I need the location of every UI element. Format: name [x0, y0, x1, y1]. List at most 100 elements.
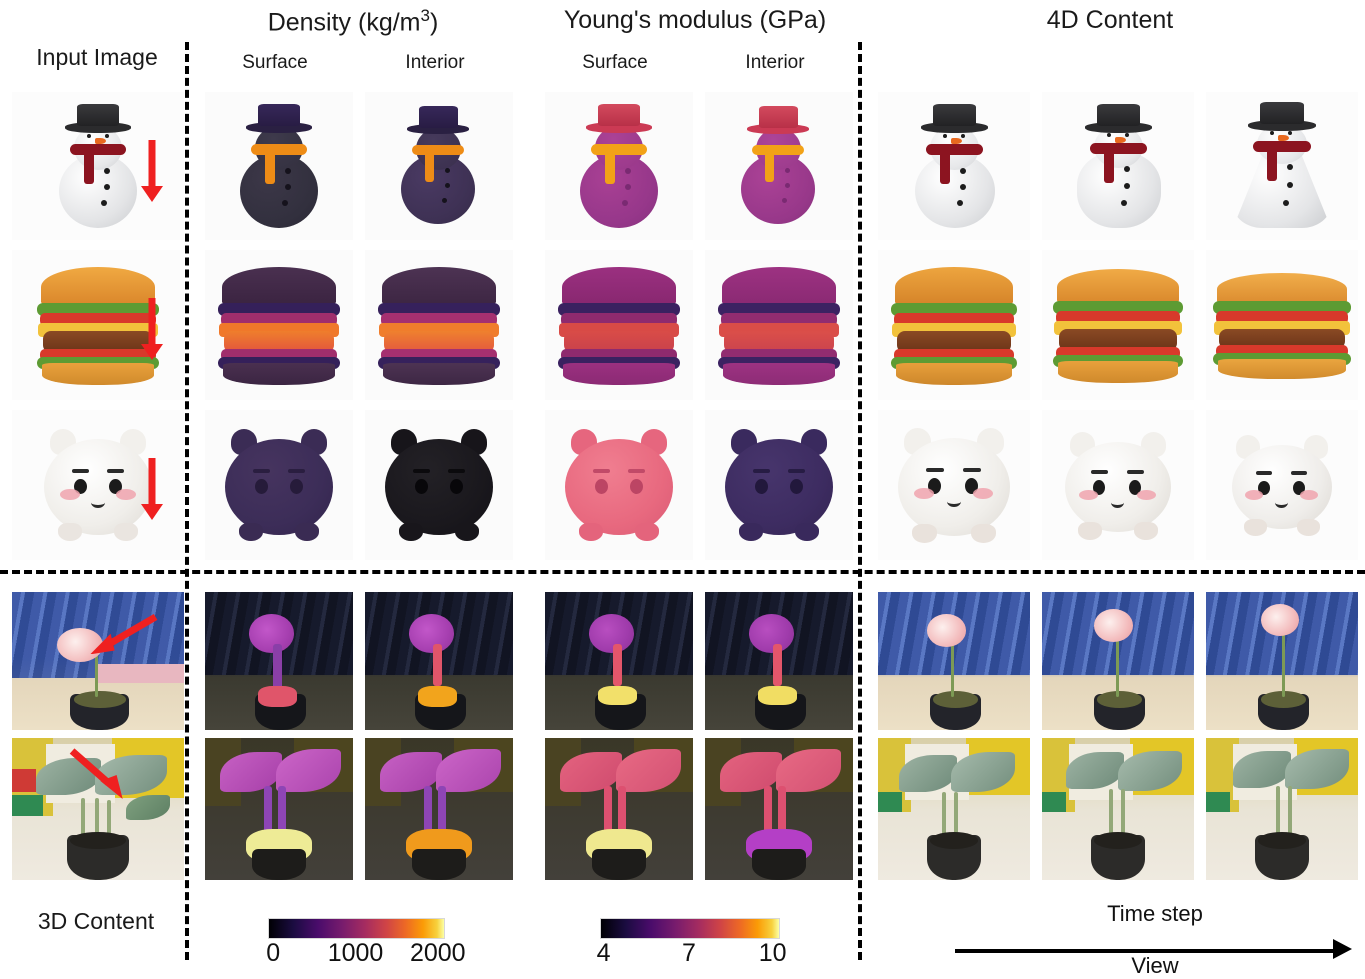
snowman-4d-render-t1 — [898, 102, 1010, 230]
cell-plush-4d-view-2 — [1042, 410, 1194, 560]
column-group-title-4d-content: 4D Content — [1046, 6, 1174, 34]
cell-snowman-density-surface — [205, 92, 353, 240]
snowman-youngs-surface-render — [564, 102, 674, 230]
cell-plant-input — [12, 738, 184, 880]
snowman-4d-render-t2 — [1062, 102, 1174, 230]
cell-flower-4d-view-3 — [1206, 592, 1358, 730]
cell-snowman-4d-view-3 — [1206, 92, 1358, 240]
subheader-density-surface: Surface — [242, 52, 308, 73]
section-label-3d-content: 3D Content — [37, 908, 155, 934]
cell-burger-density-surface — [205, 250, 353, 400]
snowman-4d-render-t3 — [1223, 102, 1341, 230]
cell-snowman-density-interior — [365, 92, 513, 240]
cell-flower-4d-view-2 — [1042, 592, 1194, 730]
axis-label-time-step: Time step — [1107, 901, 1203, 926]
column-group-title-density: Density (kg/m3) — [267, 6, 439, 37]
cell-plush-youngs-surface — [545, 410, 693, 560]
cell-plant-4d-view-1 — [878, 738, 1030, 880]
physics-direction-arrow-flower — [84, 613, 160, 655]
cell-plush-youngs-interior — [705, 410, 853, 560]
snowman-density-surface-render — [224, 102, 334, 230]
cell-flower-density-interior — [365, 592, 513, 730]
cell-plush-4d-view-1 — [878, 410, 1030, 560]
axis-arrow-head-icon — [1333, 939, 1352, 959]
burger-4d-render-t2 — [1053, 267, 1183, 383]
cell-snowman-4d-view-2 — [1042, 92, 1194, 240]
flower-input-photo — [12, 592, 184, 730]
time-view-axis: Time step View — [955, 901, 1355, 978]
burger-density-interior-render — [378, 265, 500, 385]
plush-density-surface-render — [217, 423, 341, 547]
plant-4d-render-t2 — [1042, 738, 1194, 880]
cell-burger-4d-view-1 — [878, 250, 1030, 400]
cell-flower-youngs-interior — [705, 592, 853, 730]
subheader-youngs-interior: Interior — [745, 52, 805, 73]
cell-plant-density-interior — [365, 738, 513, 880]
density-tick-0: 0 — [266, 939, 281, 967]
cell-burger-youngs-interior — [705, 250, 853, 400]
snowman-youngs-interior-render — [727, 104, 831, 228]
flower-4d-render-t1 — [878, 592, 1030, 730]
cell-burger-4d-view-2 — [1042, 250, 1194, 400]
flower-4d-render-t2 — [1042, 592, 1194, 730]
divider-vertical-right — [858, 42, 862, 960]
burger-density-surface-render — [218, 265, 340, 385]
physics-direction-arrow-snowman — [140, 140, 164, 202]
cell-plush-density-interior — [365, 410, 513, 560]
burger-4d-render-t3 — [1213, 271, 1351, 379]
cell-flower-density-surface — [205, 592, 353, 730]
cell-flower-4d-view-1 — [878, 592, 1030, 730]
youngs-colorbar-ticks: 4 7 10 — [597, 939, 787, 969]
burger-youngs-interior-render — [718, 265, 840, 385]
plant-density-interior-render — [365, 738, 513, 880]
subheader-youngs-surface: Surface — [582, 52, 648, 73]
column-group-title-youngs: Young's modulus (GPa) — [563, 6, 827, 34]
flower-youngs-surface-render — [545, 592, 693, 730]
flower-youngs-interior-render — [705, 592, 853, 730]
plush-4d-render-t2 — [1057, 426, 1179, 544]
plush-input-render — [36, 423, 160, 547]
burger-4d-render-t1 — [891, 265, 1017, 385]
cell-flower-input — [12, 592, 184, 730]
youngs-colorbar-gradient — [600, 918, 780, 939]
divider-vertical-left — [185, 42, 189, 960]
cell-snowman-input — [12, 92, 184, 240]
physics-direction-arrow-burger — [140, 298, 164, 360]
cell-plant-density-surface — [205, 738, 353, 880]
density-tick-2000: 2000 — [409, 939, 466, 967]
flower-4d-render-t3 — [1206, 592, 1358, 730]
cell-plant-youngs-interior — [705, 738, 853, 880]
plush-density-interior-render — [377, 423, 501, 547]
youngs-tick-7: 7 — [682, 939, 696, 967]
column-group-title-input-image: Input Image — [36, 44, 158, 70]
cell-plant-youngs-surface — [545, 738, 693, 880]
burger-youngs-surface-render — [558, 265, 680, 385]
cell-plant-4d-view-2 — [1042, 738, 1194, 880]
subheader-density-interior: Interior — [405, 52, 465, 73]
cell-burger-youngs-surface — [545, 250, 693, 400]
plant-4d-render-t3 — [1206, 738, 1358, 880]
plant-input-photo — [12, 738, 184, 880]
cell-plush-4d-view-3 — [1206, 410, 1358, 560]
axis-arrow-line — [955, 949, 1335, 953]
plush-4d-render-t1 — [890, 422, 1018, 548]
plush-youngs-surface-render — [557, 423, 681, 547]
plush-youngs-interior-render — [717, 423, 841, 547]
density-colorbar-gradient — [268, 918, 445, 939]
density-colorbar-ticks: 0 1000 2000 — [266, 939, 465, 969]
plant-density-surface-render — [205, 738, 353, 880]
cell-flower-youngs-surface — [545, 592, 693, 730]
plush-4d-render-t3 — [1224, 429, 1340, 541]
snowman-density-interior-render — [387, 104, 491, 228]
flower-density-surface-render — [205, 592, 353, 730]
density-unit-superscript: 3 — [420, 6, 430, 25]
cell-snowman-4d-view-1 — [878, 92, 1030, 240]
plant-4d-render-t1 — [878, 738, 1030, 880]
axis-label-view: View — [1131, 953, 1179, 978]
physics-direction-arrow-plant — [64, 747, 133, 801]
density-colorbar: 0 1000 2000 — [266, 918, 466, 970]
youngs-tick-10: 10 — [758, 939, 787, 967]
physics-direction-arrow-plush — [140, 458, 164, 520]
cell-burger-density-interior — [365, 250, 513, 400]
cell-burger-input — [12, 250, 184, 400]
